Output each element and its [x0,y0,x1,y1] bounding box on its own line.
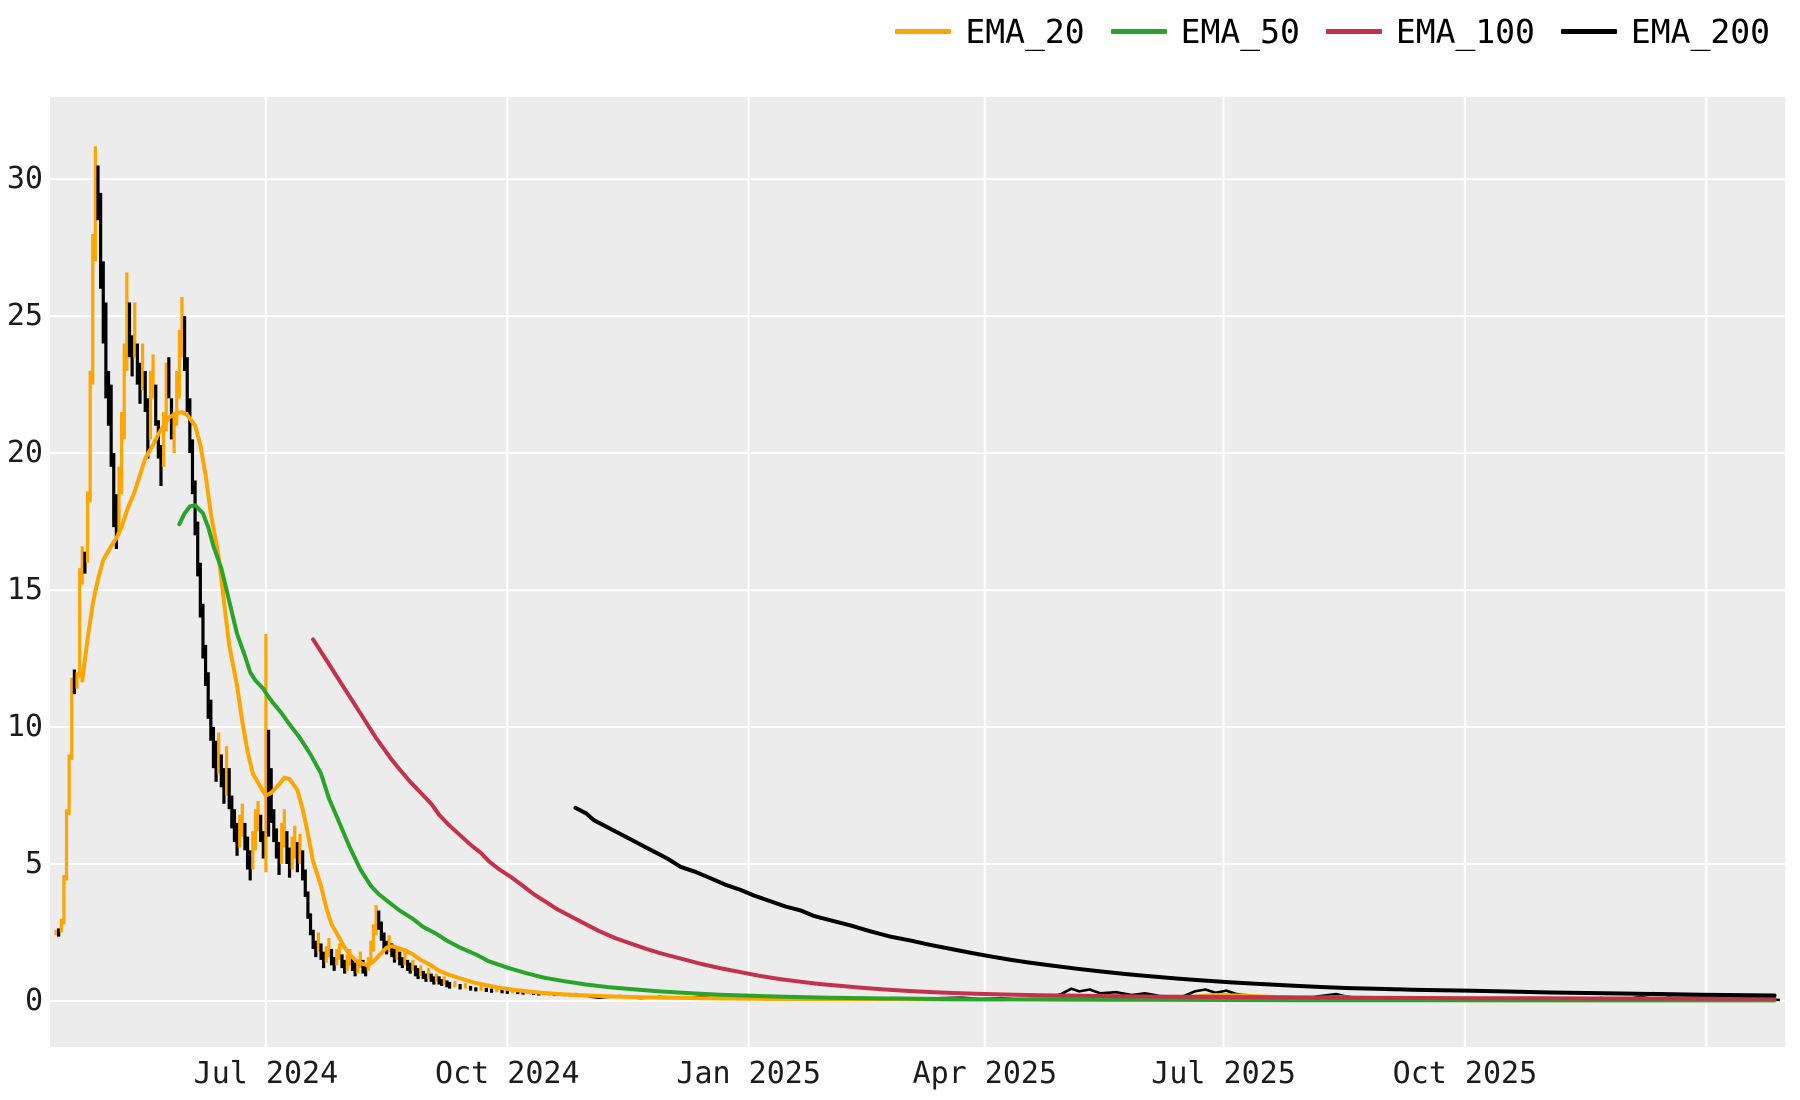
ema-line-ema_100 [311,637,1777,1001]
legend-label: EMA_20 [965,12,1085,51]
x-tick-label: Jul 2025 [1151,1056,1296,1091]
legend-item-ema_20: EMA_20 [895,12,1085,51]
y-tick-label: 20 [6,435,43,471]
y-tick-label: 5 [24,846,43,881]
legend-label: EMA_50 [1180,12,1300,51]
legend-swatch-ema_50 [1110,29,1167,34]
x-tick-label: Oct 2025 [1392,1056,1538,1091]
x-tick-label: Apr 2025 [912,1056,1058,1091]
legend-item-ema_100: EMA_100 [1325,12,1535,51]
legend-swatch-ema_100 [1325,29,1382,34]
legend-label: EMA_100 [1395,12,1535,51]
legend-label: EMA_200 [1630,12,1770,51]
x-tick-label: Jan 2025 [676,1056,821,1091]
ema-line-ema_50 [177,503,1777,1003]
gridlines [50,97,1785,1047]
legend: EMA_20 EMA_50 EMA_100 EMA_200 [895,12,1770,51]
legend-swatch-ema_20 [895,29,952,34]
legend-item-ema_50: EMA_50 [1110,12,1300,51]
y-tick-label: 10 [6,709,43,745]
y-tick-label: 25 [6,298,43,334]
y-tick-label: 30 [6,161,43,197]
ema-lines [80,410,1777,1003]
y-tick-label: 15 [6,572,43,608]
y-tick-label: 0 [24,982,43,1018]
plot-background [50,97,1785,1047]
x-tick-label: Oct 2024 [435,1056,580,1091]
legend-item-ema_200: EMA_200 [1560,12,1770,51]
legend-swatch-ema_200 [1560,29,1617,34]
x-tick-label: Jul 2024 [193,1056,339,1091]
ema-line-ema_200 [573,805,1777,998]
